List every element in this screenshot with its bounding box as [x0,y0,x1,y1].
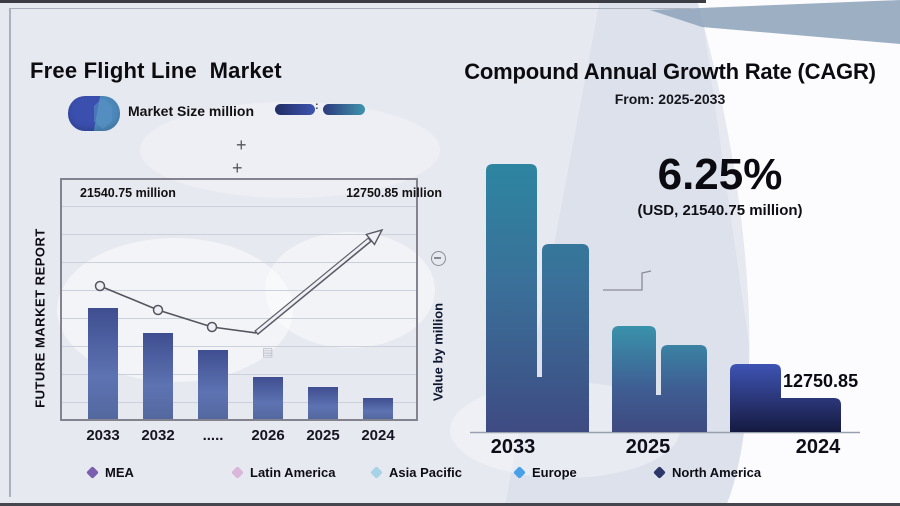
market-size-chart-frame: 21540.75 million 12750.85 million ▤ ▤ [60,178,442,421]
right-x-label: 2024 [795,436,841,458]
start-value-label: 21540.75 million [80,186,176,200]
cagr-bar-chart [470,164,860,434]
legend-item-latin-america: Latin America [231,464,336,480]
cagr-value: 6.25% [657,150,783,199]
table-watermark-icon: ▤ [262,345,274,359]
top-edge-line [0,0,706,3]
plus-icon: + [236,135,247,155]
x-label: 2033 [86,427,120,444]
bar-2033 [88,308,118,419]
x-label: 2032 [141,427,175,444]
gridline [62,206,416,207]
cagr-subtitle: From: 2025-2033 [614,91,726,107]
trend-line-arrow [94,228,384,336]
x-label: 2024 [361,427,395,444]
page-title: Free Flight Line Market [30,58,282,83]
gridline [62,262,416,263]
gridline [62,318,416,319]
gridline [62,290,416,291]
ratio-separator: : [315,100,319,112]
inner-border-top [9,8,691,9]
gridline [62,346,416,347]
bar-dots [198,350,228,419]
x-label: 2025 [306,427,340,444]
bar-2024 [363,398,393,419]
bar-2025 [308,387,338,419]
ratio-pill-blue [275,104,315,115]
diamond-icon [370,465,383,479]
market-size-label: Market Size million [128,103,255,119]
legend-item-europe: Europe [513,464,577,480]
bottom-edge-line [0,503,900,506]
legend-label: Latin America [250,464,336,480]
diamond-icon [231,465,244,479]
watermark-vertical-label: FUTURE MARKET REPORT [32,228,48,408]
right-x-label: 2033 [490,436,536,458]
diamond-icon [513,465,526,479]
bar-2032 [143,333,173,419]
diamond-icon [86,465,99,479]
value-axis-label: Value by million [430,302,446,402]
legend-item-asia-pacific: Asia Pacific [370,464,462,480]
gridline [62,234,416,235]
legend-label: North America [672,464,762,480]
circled-minus-icon [431,251,446,266]
legend-label: MEA [105,464,134,480]
legend-item-mea: MEA [86,464,134,480]
gridline [62,374,416,375]
bar-2026 [253,377,283,419]
end-value-label: 12750.85 million [346,186,442,200]
plus-icon: + [232,158,243,178]
x-label: ..... [202,427,224,444]
right-x-label: 2025 [625,436,671,458]
legend-item-north-america: North America [653,464,762,480]
x-label: 2026 [251,427,285,444]
ratio-pill-teal [323,104,365,115]
inner-border-left [9,8,11,497]
cagr-note: (USD, 21540.75 million) [637,202,803,219]
legend-label: Asia Pacific [389,464,462,480]
cagr-title: Compound Annual Growth Rate (CAGR) [464,59,876,84]
legend-label: Europe [532,464,577,480]
value-annotation: 12750.85 [783,371,859,391]
cagr-value-block: 6.25% (USD, 21540.75 million) [585,150,855,220]
market-size-icon [68,96,120,131]
diamond-icon [653,465,666,479]
gridline [62,402,416,403]
